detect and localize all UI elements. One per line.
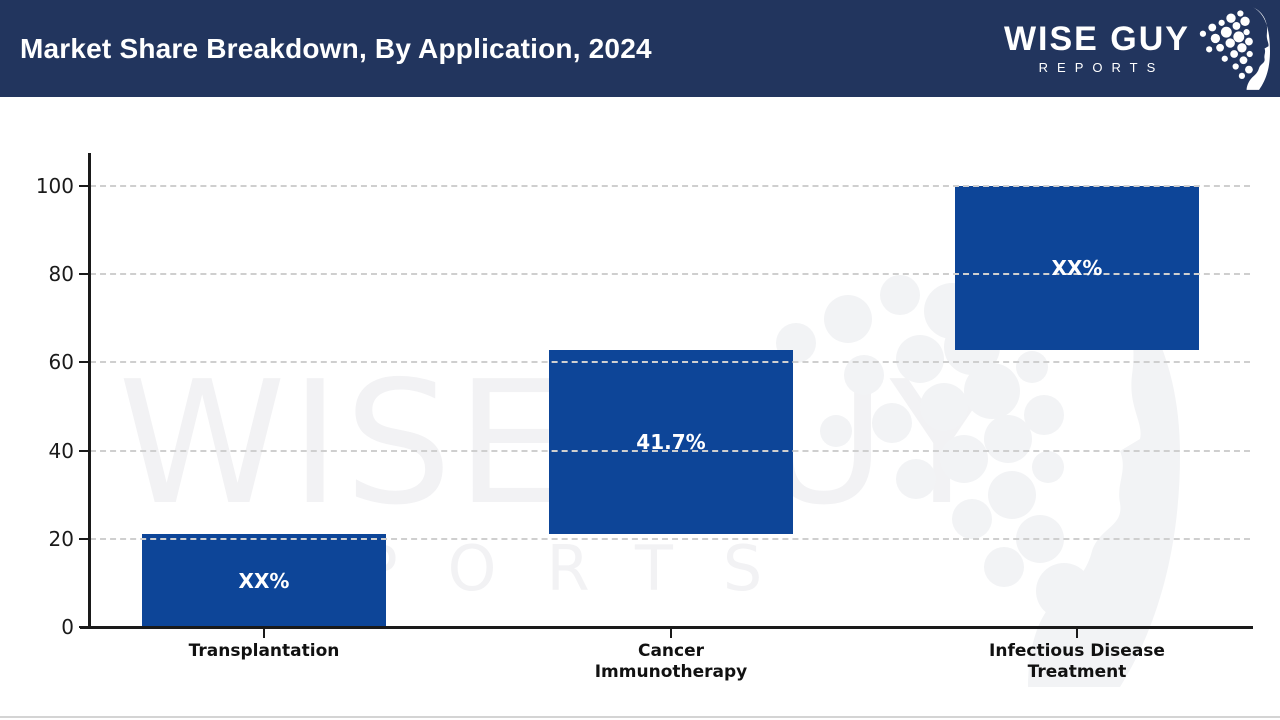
y-tick-0 (79, 626, 88, 628)
logo-subtitle: REPORTS (1038, 59, 1165, 75)
y-tick-80 (79, 273, 88, 276)
bar-value-label-1: XX% (238, 568, 290, 593)
x-category-label-1: Transplantation (188, 641, 340, 661)
x-category-label-2: Cancer Immunotherapy (594, 641, 748, 682)
y-tick-100 (79, 185, 88, 187)
y-tick-label-20: 20 (48, 526, 74, 551)
y-tick-40 (79, 449, 88, 452)
bar-value-label-3: XX% (1051, 256, 1103, 281)
gridline-y-20 (90, 537, 1250, 540)
y-tick-60 (79, 361, 88, 364)
gridline-y-40 (90, 449, 1250, 452)
y-tick-20 (79, 537, 88, 540)
y-tick-label-100: 100 (35, 174, 74, 198)
gridline-y-60 (90, 361, 1250, 364)
x-category-label-3: Infectious Disease Treatment (989, 641, 1165, 682)
bar-2 (549, 350, 793, 535)
y-tick-label-40: 40 (48, 438, 74, 463)
y-tick-label-60: 60 (48, 350, 74, 375)
bar-value-label-2: 41.7% (636, 430, 706, 455)
gridline-y-80 (90, 273, 1250, 276)
header-bar: Market Share Breakdown, By Application, … (0, 0, 1280, 97)
gridline-y-100 (90, 185, 1250, 187)
y-tick-label-0: 0 (61, 615, 74, 639)
page-title: Market Share Breakdown, By Application, … (20, 32, 652, 64)
x-tick-1 (263, 629, 265, 638)
x-tick-3 (1076, 629, 1078, 638)
logo-wordmark: WISE GUY (1003, 19, 1190, 58)
y-axis-spine (88, 153, 91, 629)
x-tick-2 (670, 629, 672, 638)
x-axis-spine (80, 626, 1253, 629)
wise-guy-face-icon (1192, 4, 1270, 94)
bar-1 (142, 534, 386, 627)
wise-guy-logo: WISE GUY REPORTS (1004, 4, 1280, 94)
logo-text: WISE GUY REPORTS (1004, 21, 1190, 77)
y-tick-label-80: 80 (48, 262, 74, 287)
bottom-divider (0, 716, 1280, 718)
